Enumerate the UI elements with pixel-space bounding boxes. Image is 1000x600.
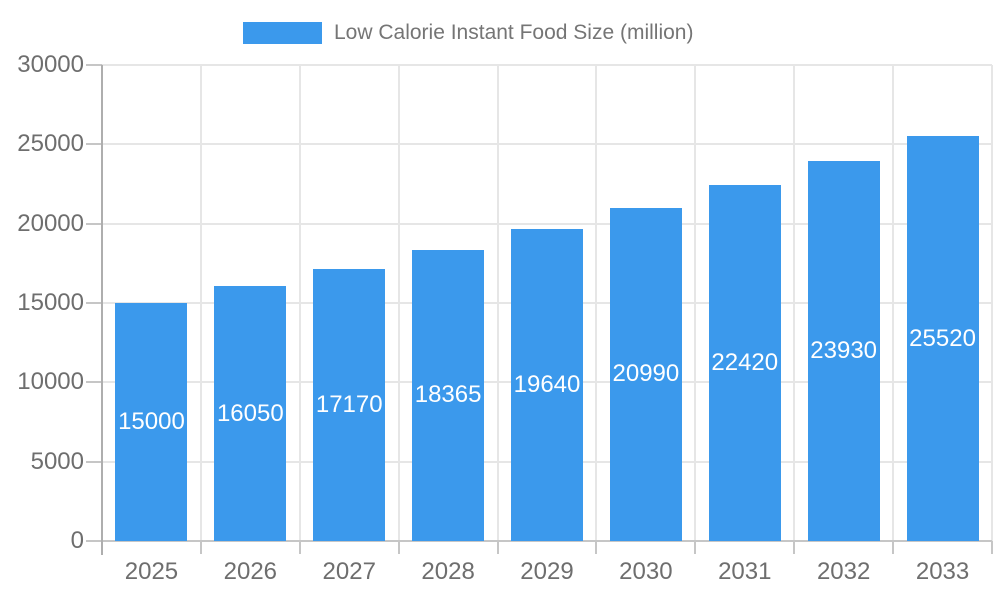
bar: 19640 xyxy=(511,229,583,541)
bar-value-label: 23930 xyxy=(810,337,878,365)
bar: 20990 xyxy=(609,207,682,541)
bar-value-label: 15000 xyxy=(118,408,185,435)
gridline-vertical xyxy=(793,65,796,541)
x-axis-tick xyxy=(397,541,400,554)
gridline-vertical xyxy=(298,65,301,541)
x-axis-tick-label: 2025 xyxy=(124,558,179,585)
bar-value-label: 25520 xyxy=(909,324,976,352)
bar-value-label: 17170 xyxy=(315,390,383,418)
bar: 22420 xyxy=(708,185,781,541)
gridline-vertical xyxy=(496,65,499,541)
y-axis-tick-label: 5000 xyxy=(30,447,84,475)
y-axis-tick-label: 30000 xyxy=(17,51,84,78)
x-axis-tick xyxy=(298,541,301,554)
y-axis: 0 5000 10000 15000 20000 25000 30000 xyxy=(0,51,84,554)
legend-swatch xyxy=(243,22,322,44)
x-axis-tick xyxy=(991,541,993,554)
x-axis-tick-label: 2029 xyxy=(520,558,574,585)
y-axis-tick xyxy=(86,302,102,304)
y-axis-line xyxy=(101,65,103,555)
x-axis: 2025 2026 2027 2028 2029 2030 2031 2032 2033 xyxy=(102,556,992,588)
gridline-horizontal xyxy=(102,64,992,66)
x-axis-tick-label: 2028 xyxy=(421,558,475,585)
x-axis-tick xyxy=(496,541,499,554)
y-axis-tick xyxy=(86,143,102,146)
bar-value-label: 19640 xyxy=(513,371,581,399)
x-axis-tick-label: 2026 xyxy=(223,558,278,585)
gridline-vertical xyxy=(397,65,400,541)
x-axis-tick-label: 2032 xyxy=(816,558,871,585)
y-axis-tick-label: 10000 xyxy=(17,368,84,396)
gridline-horizontal xyxy=(102,222,992,225)
gridline-vertical xyxy=(694,65,697,541)
gridline-vertical xyxy=(199,65,202,541)
x-axis-tick xyxy=(892,541,895,554)
bar: 17170 xyxy=(313,268,386,541)
bar: 16050 xyxy=(214,286,287,541)
y-axis-tick-label: 25000 xyxy=(17,130,84,158)
plot-area: 15000 16050 17170 18365 19640 20990 22420 23930… xyxy=(86,64,993,555)
x-axis-tick xyxy=(793,541,796,554)
y-axis-tick xyxy=(86,460,102,463)
gridline-vertical xyxy=(991,65,993,541)
legend-item[interactable]: Low Calorie Instant Food Size (million) xyxy=(243,21,693,45)
gridline-vertical xyxy=(892,65,895,541)
y-axis-tick-label: 20000 xyxy=(17,209,84,237)
bar: 23930 xyxy=(807,161,880,541)
bar-value-label: 20990 xyxy=(612,360,680,388)
y-axis-tick xyxy=(86,222,102,225)
y-axis-tick xyxy=(86,381,102,384)
bar-value-label: 16050 xyxy=(216,399,284,427)
bar: 15000 xyxy=(115,303,188,541)
x-axis-tick xyxy=(595,541,598,554)
gridline-vertical xyxy=(595,65,598,541)
bar: 25520 xyxy=(906,136,979,541)
x-axis-tick xyxy=(199,541,202,554)
bar-value-label: 18365 xyxy=(414,381,482,409)
x-axis-tick xyxy=(694,541,697,554)
y-axis-tick-label: 0 xyxy=(70,527,84,554)
bar: 18365 xyxy=(412,249,485,541)
legend-label: Low Calorie Instant Food Size (million) xyxy=(334,21,694,44)
x-axis-tick-label: 2030 xyxy=(619,558,673,585)
x-axis-tick-label: 2031 xyxy=(718,558,772,585)
bar-value-label: 22420 xyxy=(711,349,779,377)
gridline-horizontal xyxy=(102,143,992,146)
x-axis-tick-label: 2033 xyxy=(915,558,970,585)
x-axis-line xyxy=(86,540,992,542)
y-axis-tick xyxy=(86,64,102,66)
x-axis-tick-label: 2027 xyxy=(322,558,376,585)
y-axis-tick-label: 15000 xyxy=(17,289,84,316)
